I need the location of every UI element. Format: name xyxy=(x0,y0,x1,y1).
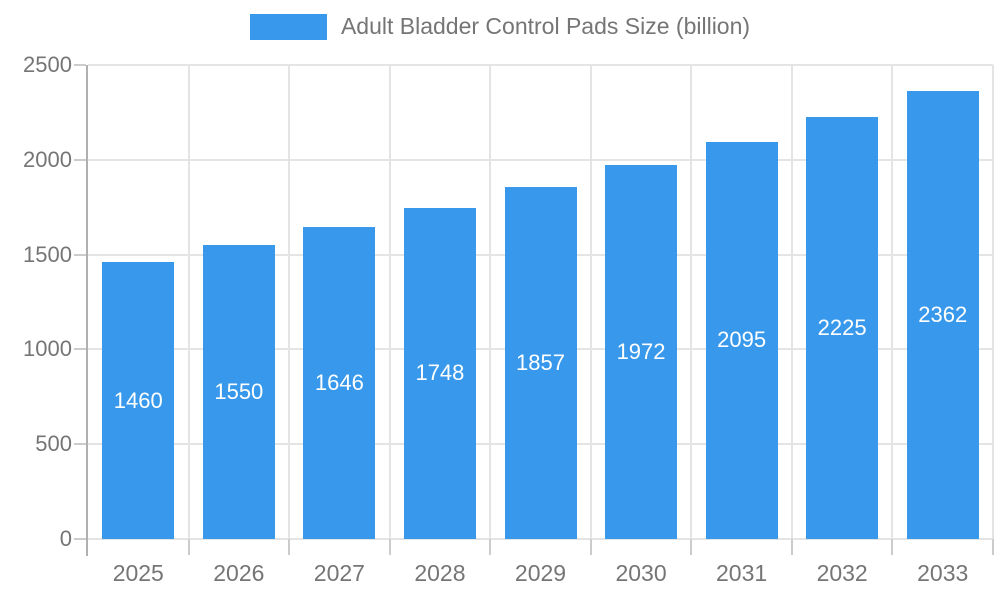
plot-area: 0 500 1000 1500 2000 2500 2025 2026 2027 2028 2029… xyxy=(23,52,994,586)
bar-value-label: 2225 xyxy=(817,315,867,341)
x-gridline xyxy=(790,65,793,539)
x-axis-label: 2031 xyxy=(716,560,768,586)
x-axis-label: 2029 xyxy=(514,560,567,586)
x-axis-tick xyxy=(690,539,693,555)
y-gridline xyxy=(88,538,993,540)
y-axis-line xyxy=(86,65,88,556)
legend-label: Adult Bladder Control Pads Size (billion… xyxy=(340,13,751,39)
x-axis-label: 2032 xyxy=(816,560,868,586)
y-axis-tick xyxy=(74,348,86,351)
bar[interactable]: 1972 xyxy=(605,165,678,539)
x-axis-label: 2025 xyxy=(112,560,164,586)
bar-value-label: 1972 xyxy=(616,339,666,365)
bar-value-label: 1550 xyxy=(214,379,264,405)
x-gridline xyxy=(891,65,894,539)
legend-item[interactable]: Adult Bladder Control Pads Size (billion… xyxy=(0,13,1000,40)
y-gridline xyxy=(88,158,993,161)
x-gridline xyxy=(690,65,693,539)
x-axis-label: 2030 xyxy=(615,560,667,586)
y-axis-tick xyxy=(74,443,86,446)
y-axis-label: 500 xyxy=(35,431,72,457)
y-axis-tick xyxy=(74,538,86,540)
y-axis-label: 1500 xyxy=(23,241,72,267)
x-axis-tick xyxy=(891,539,894,555)
y-axis-label: 1000 xyxy=(23,336,72,362)
bar[interactable]: 2362 xyxy=(906,91,979,539)
x-axis-label: 2027 xyxy=(313,560,365,586)
x-gridline xyxy=(589,65,592,539)
x-axis-label: 2026 xyxy=(213,560,265,586)
bar[interactable]: 1646 xyxy=(303,226,376,539)
bar[interactable]: 1857 xyxy=(504,186,577,539)
bar-value-label: 2095 xyxy=(717,327,767,353)
y-axis-tick xyxy=(74,64,86,66)
bar[interactable]: 1460 xyxy=(102,262,175,539)
x-axis-label: 2028 xyxy=(414,560,466,586)
y-axis-label: 0 xyxy=(59,526,72,551)
x-axis-tick xyxy=(489,539,492,555)
y-axis-tick xyxy=(74,253,86,256)
bar-value-label: 1646 xyxy=(314,369,364,395)
y-axis-tick xyxy=(74,158,86,161)
y-gridline xyxy=(88,64,993,66)
x-axis-tick xyxy=(388,539,391,555)
x-gridline xyxy=(288,65,291,539)
x-axis-label: 2033 xyxy=(917,560,969,586)
x-axis-tick xyxy=(187,539,190,555)
x-gridline xyxy=(489,65,492,539)
x-axis-tick xyxy=(790,539,793,555)
bar[interactable]: 2225 xyxy=(806,117,879,539)
legend-swatch xyxy=(249,13,327,40)
x-axis-tick xyxy=(589,539,592,555)
x-gridline xyxy=(388,65,391,539)
y-axis-label: 2000 xyxy=(23,146,72,172)
x-axis-tick xyxy=(288,539,291,555)
bar[interactable]: 2095 xyxy=(705,141,778,539)
x-gridline xyxy=(187,65,190,539)
bar-value-label: 1857 xyxy=(516,349,565,375)
bar[interactable]: 1748 xyxy=(403,207,476,539)
x-axis-tick xyxy=(992,539,994,555)
y-axis-label: 2500 xyxy=(23,52,72,77)
bar-value-label: 1748 xyxy=(415,360,465,386)
bar[interactable]: 1550 xyxy=(202,245,275,539)
bar-value-label: 1460 xyxy=(113,387,163,413)
x-gridline xyxy=(992,65,994,539)
bar-value-label: 2362 xyxy=(918,302,968,328)
